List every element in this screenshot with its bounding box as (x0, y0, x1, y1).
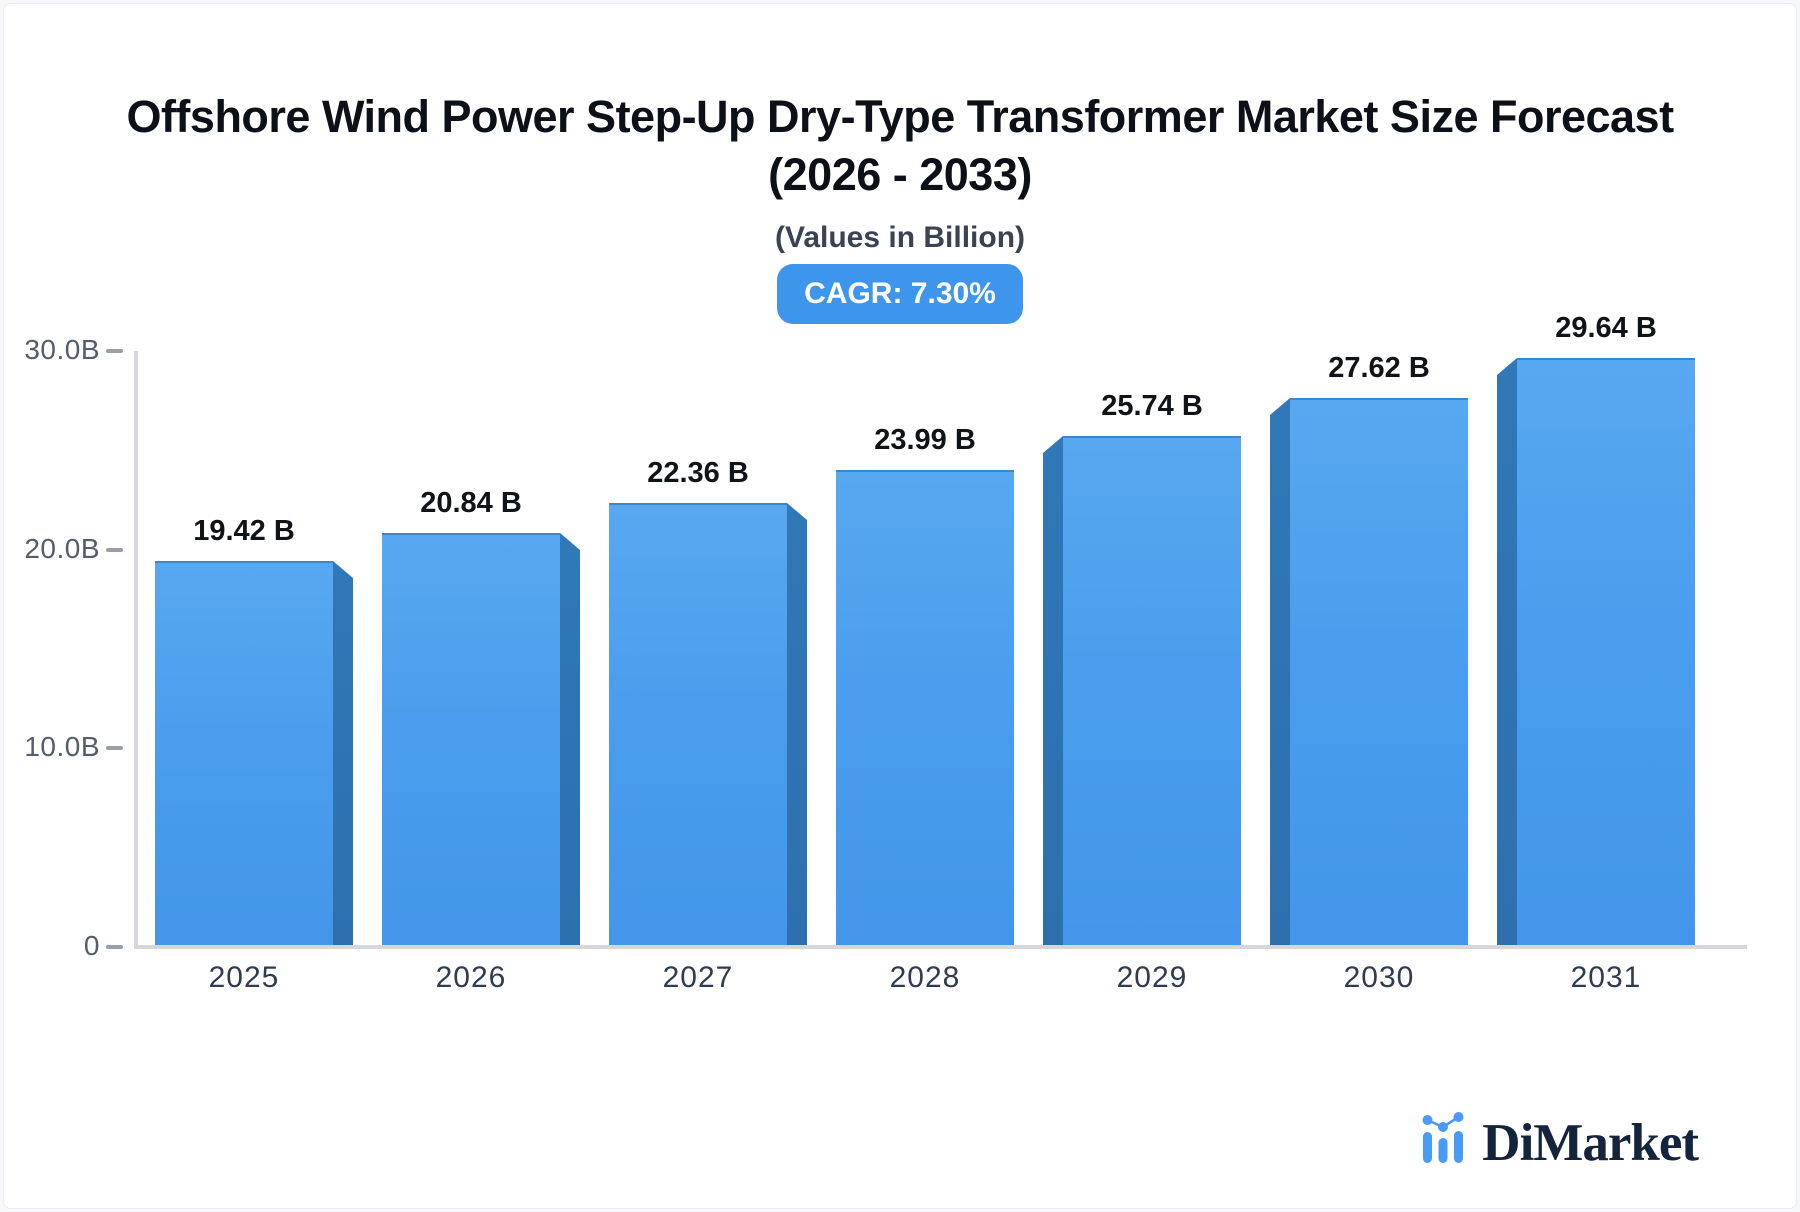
bar-2027 (609, 503, 787, 945)
y-axis-tick (106, 746, 123, 751)
bar-value-label: 25.74 B (1101, 390, 1203, 422)
cagr-badge: CAGR: 7.30% (777, 264, 1023, 325)
bar-side-face (560, 533, 580, 945)
y-axis-label: 20.0B (24, 532, 100, 564)
bar-value-label: 22.36 B (647, 457, 749, 489)
bar-2031 (1517, 358, 1695, 945)
chart-subtitle: (Values in Billion) (774, 221, 1026, 255)
bar-value-label: 20.84 B (420, 487, 522, 519)
bar-side-face (333, 561, 353, 945)
x-axis-label: 2030 (1343, 961, 1415, 994)
bar-side-face (1270, 398, 1290, 945)
dimarket-logo: DiMarket (1421, 1108, 1699, 1172)
y-axis-line (134, 351, 138, 949)
chart-title: Offshore Wind Power Step-Up Dry-Type Tra… (126, 91, 1674, 200)
x-axis-label: 2027 (662, 961, 734, 994)
bar-2029 (1063, 436, 1241, 945)
bar-side-face (1497, 358, 1517, 945)
bar-chart-trend-icon (1422, 1112, 1464, 1163)
x-axis-label: 2029 (1116, 961, 1188, 994)
x-axis-line (134, 945, 1747, 949)
bar-side-face (787, 503, 807, 945)
x-axis-label: 2031 (1570, 961, 1642, 994)
y-axis-label: 0 (83, 930, 100, 961)
bar-2025 (155, 561, 333, 945)
x-axis-label: 2025 (208, 961, 280, 994)
bar-value-label: 27.62 B (1328, 352, 1430, 384)
y-axis-tick (106, 945, 123, 949)
y-axis-label: 10.0B (24, 731, 100, 763)
x-axis-label: 2026 (435, 961, 507, 994)
bar-2026 (382, 533, 560, 945)
y-axis-tick (106, 349, 123, 353)
chart-card: Offshore Wind Power Step-Up Dry-Type Tra… (3, 3, 1797, 1209)
chart-header: Offshore Wind Power Step-Up Dry-Type Tra… (4, 4, 1796, 325)
y-axis-label: 30.0B (24, 334, 100, 365)
bar-2028 (836, 470, 1014, 945)
bar-side-face (1043, 436, 1063, 945)
bar-value-label: 23.99 B (874, 424, 976, 456)
logo-text: DiMarket (1482, 1114, 1699, 1172)
bar-chart-plot-area: 30.0B 20.0B 10.0B 0 19.42 B 2025 20.84 B 2026 22… (4, 4, 1796, 1208)
bar-2030 (1290, 398, 1468, 945)
y-axis-tick (106, 547, 123, 552)
x-axis-label: 2028 (889, 961, 961, 994)
bar-value-label: 29.64 B (1555, 312, 1657, 344)
bar-value-label: 19.42 B (193, 515, 295, 547)
